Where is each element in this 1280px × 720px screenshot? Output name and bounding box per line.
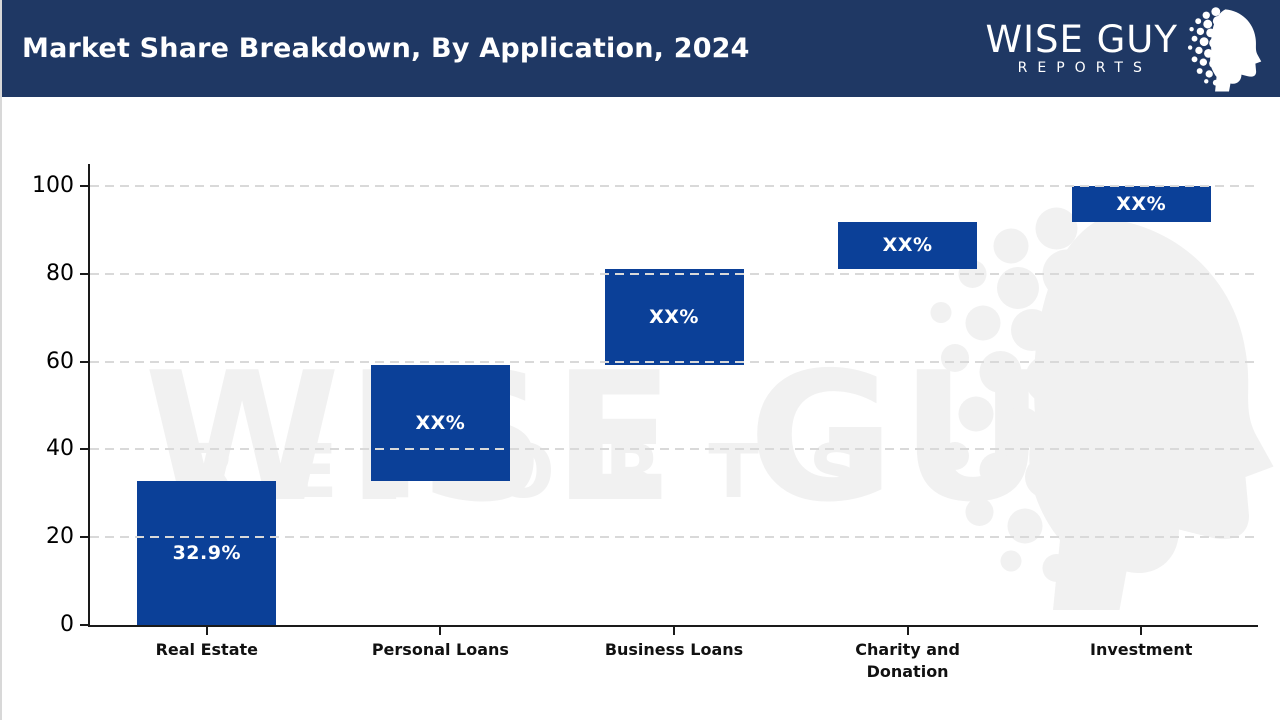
bar-investment: XX% [1071, 186, 1211, 222]
x-category-label: Personal Loans [371, 640, 509, 659]
y-tick-0 [80, 624, 88, 626]
header-bar: Market Share Breakdown, By Application, … [2, 0, 1280, 97]
chart-area: WISE GUY REPORTS 32.9% XX% XX% XX% XX% 0 20 40 6… [2, 97, 1280, 720]
x-category-label: Charity and Donation [855, 640, 960, 681]
gridline-40 [90, 448, 1258, 451]
gridline-60 [90, 360, 1258, 363]
bar-value-label: XX% [415, 411, 466, 434]
y-tick-80 [80, 272, 88, 275]
x-category-label: Business Loans [604, 640, 744, 659]
x-tick-3 [673, 627, 675, 635]
y-tick-label-60: 60 [46, 348, 74, 374]
chart-title: Market Share Breakdown, By Application, … [22, 33, 750, 64]
watermark-face-icon [923, 207, 1274, 610]
x-category-label: Investment [1090, 640, 1193, 659]
bar-charity-and-donation: XX% [838, 221, 978, 270]
logo-subtitle: REPORTS [1017, 59, 1152, 76]
y-tick-60 [80, 360, 88, 363]
bar-value-label: 32.9% [172, 541, 241, 564]
y-tick-100 [80, 185, 88, 187]
y-tick-label-0: 0 [60, 612, 74, 637]
bar-personal-loans: XX% [370, 364, 510, 481]
y-tick-label-20: 20 [46, 524, 74, 550]
x-tick-1 [205, 627, 208, 635]
x-tick-5 [1140, 627, 1143, 635]
gridline-80 [90, 272, 1258, 275]
y-tick-label-100: 100 [32, 173, 74, 198]
x-tick-2 [439, 627, 442, 635]
bar-value-label: XX% [882, 234, 933, 257]
bar-value-label: XX% [1116, 192, 1167, 215]
gridline-100 [90, 185, 1258, 187]
wise-guy-reports-logo: WISE GUY REPORTS [986, 5, 1264, 93]
logo-text: WISE GUY REPORTS [985, 18, 1178, 76]
x-category-label: Real Estate [155, 640, 258, 659]
x-tick-4 [906, 627, 909, 635]
x-axis-spine [88, 625, 1258, 627]
y-tick-label-80: 80 [46, 260, 74, 286]
gridline-20 [90, 536, 1258, 539]
y-tick-20 [80, 536, 88, 539]
y-tick-label-40: 40 [46, 436, 74, 462]
y-axis-spine [88, 164, 90, 627]
dotted-face-logo-icon [1187, 6, 1262, 92]
watermark-subtitle: REPORTS [180, 429, 913, 515]
y-tick-40 [80, 448, 88, 451]
logo-wordmark: WISE GUY [985, 18, 1178, 62]
bar-value-label: XX% [649, 306, 699, 329]
bar-real-estate: 32.9% [137, 480, 277, 625]
bar-business-loans: XX% [604, 269, 744, 365]
